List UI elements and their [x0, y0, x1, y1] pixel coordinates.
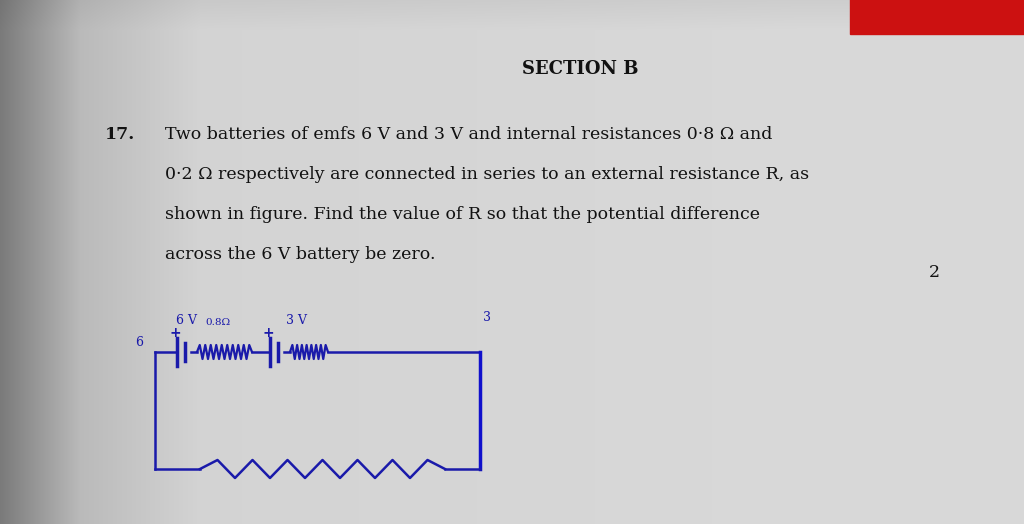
Text: Two batteries of emfs 6 V and 3 V and internal resistances 0·8 Ω and: Two batteries of emfs 6 V and 3 V and in… — [165, 126, 772, 143]
Bar — [850, 0, 1024, 34]
Text: shown in figure. Find the value of R so that the potential difference: shown in figure. Find the value of R so … — [165, 206, 760, 223]
Text: 0·2 Ω respectively are connected in series to an external resistance R, as: 0·2 Ω respectively are connected in seri… — [165, 166, 809, 183]
Text: 17.: 17. — [105, 126, 135, 143]
Text: 2: 2 — [929, 264, 940, 281]
Text: 3: 3 — [483, 311, 490, 324]
Text: 0.8Ω: 0.8Ω — [205, 318, 230, 327]
Text: 6: 6 — [135, 335, 143, 348]
Text: 6 V: 6 V — [175, 314, 197, 327]
Text: 3 V: 3 V — [286, 314, 306, 327]
Text: SECTION B: SECTION B — [522, 60, 638, 78]
Text: +: + — [169, 326, 181, 340]
Text: across the 6 V battery be zero.: across the 6 V battery be zero. — [165, 246, 435, 263]
Text: +: + — [262, 326, 273, 340]
